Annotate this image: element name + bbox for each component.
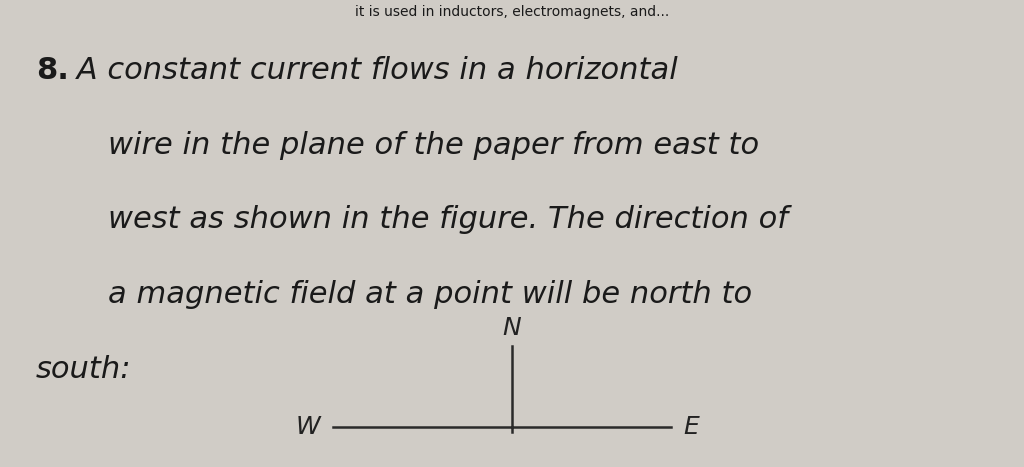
Text: wire in the plane of the paper from east to: wire in the plane of the paper from east… [108,131,759,160]
Text: E: E [683,415,698,439]
Text: 8.: 8. [36,56,69,85]
Text: N: N [503,316,521,340]
Text: A constant current flows in a horizontal: A constant current flows in a horizontal [67,56,677,85]
Text: W: W [296,415,321,439]
Text: west as shown in the figure. The direction of: west as shown in the figure. The directi… [108,205,787,234]
Text: a magnetic field at a point will be north to: a magnetic field at a point will be nort… [108,280,752,309]
Text: it is used in inductors, electromagnets, and...: it is used in inductors, electromagnets,… [355,5,669,19]
Text: south:: south: [36,355,131,384]
